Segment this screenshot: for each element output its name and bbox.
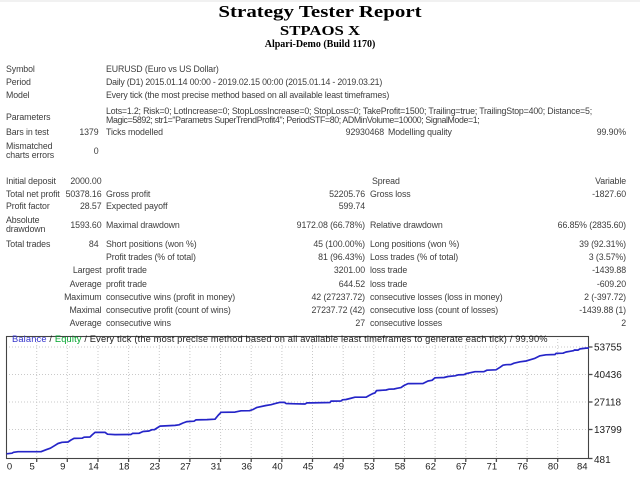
- svg-text:76: 76: [517, 462, 528, 473]
- svg-text:71: 71: [487, 462, 498, 473]
- svg-text:53755: 53755: [594, 343, 622, 354]
- svg-text:53: 53: [364, 462, 375, 473]
- svg-text:36: 36: [241, 462, 252, 473]
- svg-text:23: 23: [150, 462, 161, 473]
- svg-text:40436: 40436: [594, 370, 622, 381]
- svg-text:40: 40: [272, 462, 283, 473]
- svg-text:49: 49: [333, 462, 344, 473]
- svg-text:27: 27: [180, 462, 191, 473]
- svg-text:27118: 27118: [594, 398, 622, 409]
- svg-text:13799: 13799: [594, 425, 622, 436]
- svg-text:481: 481: [594, 455, 611, 466]
- svg-text:80: 80: [548, 462, 559, 473]
- svg-text:67: 67: [456, 462, 467, 473]
- svg-text:84: 84: [577, 462, 588, 473]
- svg-text:0: 0: [7, 462, 12, 473]
- svg-text:9: 9: [60, 462, 65, 473]
- svg-text:18: 18: [119, 462, 130, 473]
- svg-text:5: 5: [30, 462, 35, 473]
- svg-text:58: 58: [395, 462, 406, 473]
- svg-text:31: 31: [211, 462, 222, 473]
- svg-text:45: 45: [303, 462, 314, 473]
- svg-text:62: 62: [425, 462, 436, 473]
- svg-text:14: 14: [88, 462, 99, 473]
